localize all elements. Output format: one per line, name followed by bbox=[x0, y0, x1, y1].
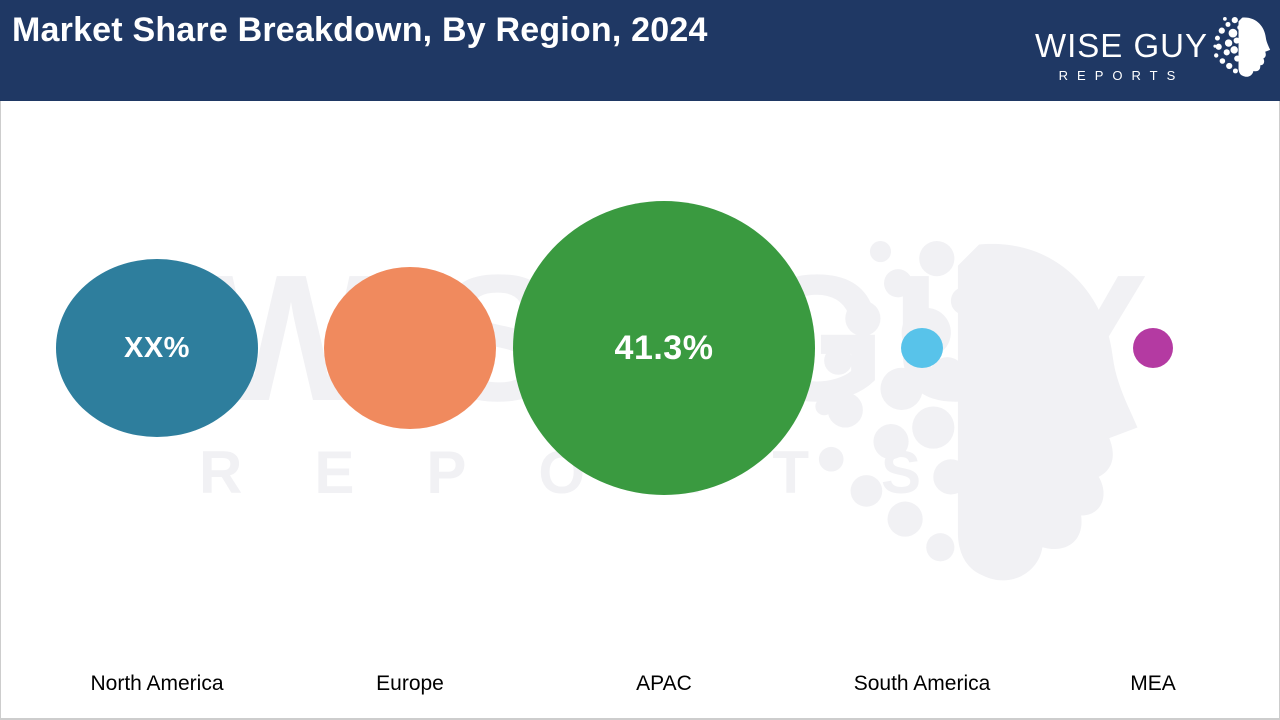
logo-text: WISE GUY REPORTS bbox=[1035, 27, 1208, 83]
bubble-value-label-north-america: XX% bbox=[124, 331, 190, 364]
category-label-north-america: North America bbox=[90, 672, 224, 695]
wiseguy-logo: WISE GUY REPORTS bbox=[1035, 6, 1272, 90]
bubble-chart: WISE GUY REPORTS XX%41.3% North AmericaE… bbox=[0, 101, 1280, 720]
bubble-north-america: XX% bbox=[56, 259, 258, 437]
logo-name: WISE GUY bbox=[1034, 27, 1208, 64]
page-title: Market Share Breakdown, By Region, 2024 bbox=[12, 11, 708, 49]
logo-head-icon bbox=[1210, 6, 1272, 90]
category-label-europe: Europe bbox=[376, 672, 444, 695]
category-label-mea: MEA bbox=[1130, 672, 1176, 695]
logo-subtitle: REPORTS bbox=[1058, 68, 1185, 83]
bubble-mea bbox=[1133, 328, 1173, 368]
category-label-apac: APAC bbox=[636, 672, 692, 695]
category-label-south-america: South America bbox=[853, 672, 991, 695]
bubble-apac: 41.3% bbox=[513, 201, 815, 495]
bubble-europe bbox=[324, 267, 496, 429]
category-label-row: North America Europe APAC South America MEA bbox=[1, 101, 1279, 718]
bubble-value-label-apac: 41.3% bbox=[614, 328, 714, 367]
header-bar: Market Share Breakdown, By Region, 2024 … bbox=[0, 0, 1280, 101]
